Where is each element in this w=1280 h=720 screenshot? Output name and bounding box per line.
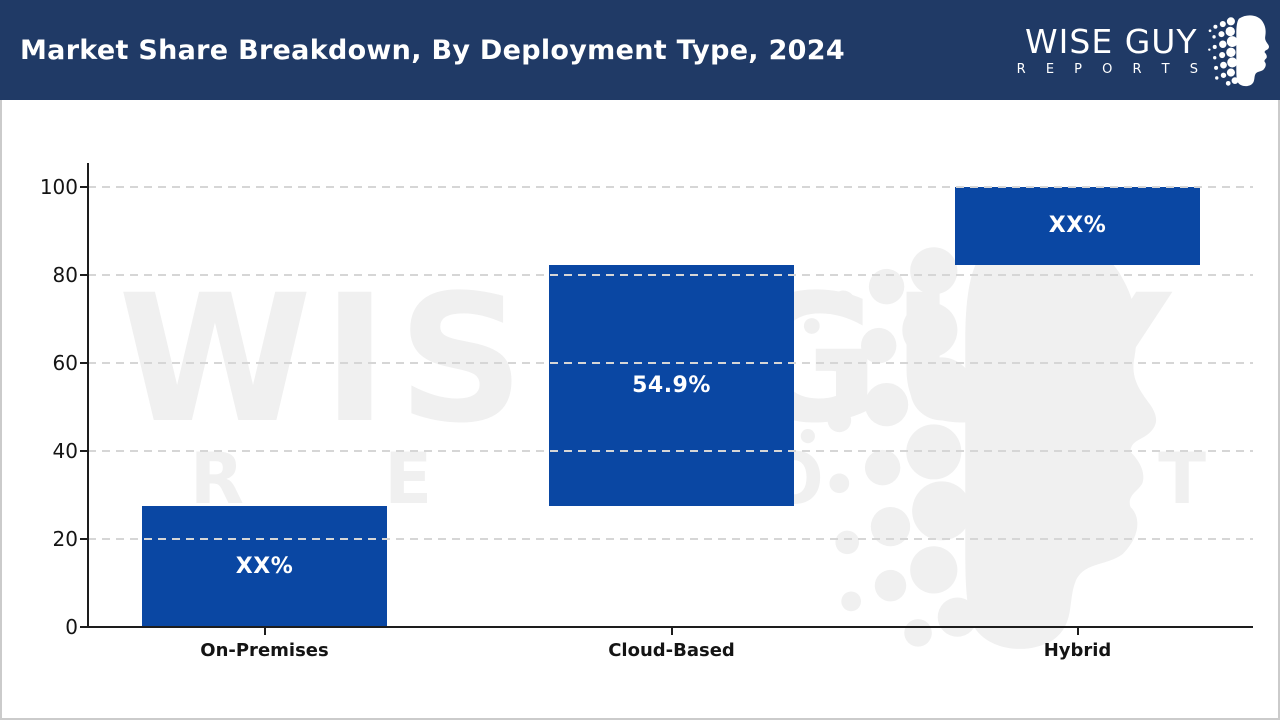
brand-logo: WISE GUY R E P O R T S xyxy=(1017,7,1270,95)
watermark-face-icon xyxy=(800,236,1157,649)
y-tick-label: 20 xyxy=(52,527,78,551)
y-tick-label: 80 xyxy=(52,263,78,287)
brand-subtext: R E P O R T S xyxy=(1016,62,1206,78)
y-tick-label: 0 xyxy=(65,615,78,639)
y-axis-spine xyxy=(87,163,89,628)
x-category-label: Hybrid xyxy=(1043,640,1112,661)
y-tick-mark xyxy=(80,626,88,628)
gridline-40 xyxy=(88,450,1253,452)
y-tick-label: 100 xyxy=(39,175,78,199)
y-tick-label: 40 xyxy=(52,439,78,463)
page-title: Market Share Breakdown, By Deployment Ty… xyxy=(20,34,845,66)
bar-value-label: XX% xyxy=(1048,213,1107,239)
gridline-100 xyxy=(88,186,1253,188)
bar-value-label: XX% xyxy=(235,554,294,580)
x-tick-mark xyxy=(670,627,673,635)
brand-name: WISE GUY xyxy=(1025,21,1198,61)
bar-value-label: 54.9% xyxy=(632,373,711,399)
page-border-left xyxy=(0,100,2,720)
y-tick-label: 60 xyxy=(52,351,78,375)
x-category-label: On-Premises xyxy=(200,640,329,661)
bar-on-premises: XX% xyxy=(142,506,387,627)
brand-wordmark: WISE GUY R E P O R T S xyxy=(1016,21,1206,78)
bar-hybrid: XX% xyxy=(955,187,1200,265)
x-axis-spine xyxy=(87,626,1253,628)
gridline-20 xyxy=(88,538,1253,540)
page-border-right xyxy=(1278,100,1280,720)
header: Market Share Breakdown, By Deployment Ty… xyxy=(0,0,1280,100)
bar-cloud-based: 54.9% xyxy=(549,264,794,507)
x-tick-mark xyxy=(263,627,266,635)
gridline-80 xyxy=(88,274,1253,276)
y-tick-mark xyxy=(80,274,88,276)
y-tick-mark xyxy=(80,538,88,540)
y-tick-mark xyxy=(80,362,88,364)
y-tick-mark xyxy=(80,450,88,452)
y-tick-mark xyxy=(80,186,88,188)
x-category-label: Cloud-Based xyxy=(608,640,735,661)
page-border-bottom xyxy=(0,718,1280,720)
x-tick-mark xyxy=(1076,627,1079,635)
wise-guy-face-icon xyxy=(1208,15,1269,87)
gridline-60 xyxy=(88,362,1253,364)
